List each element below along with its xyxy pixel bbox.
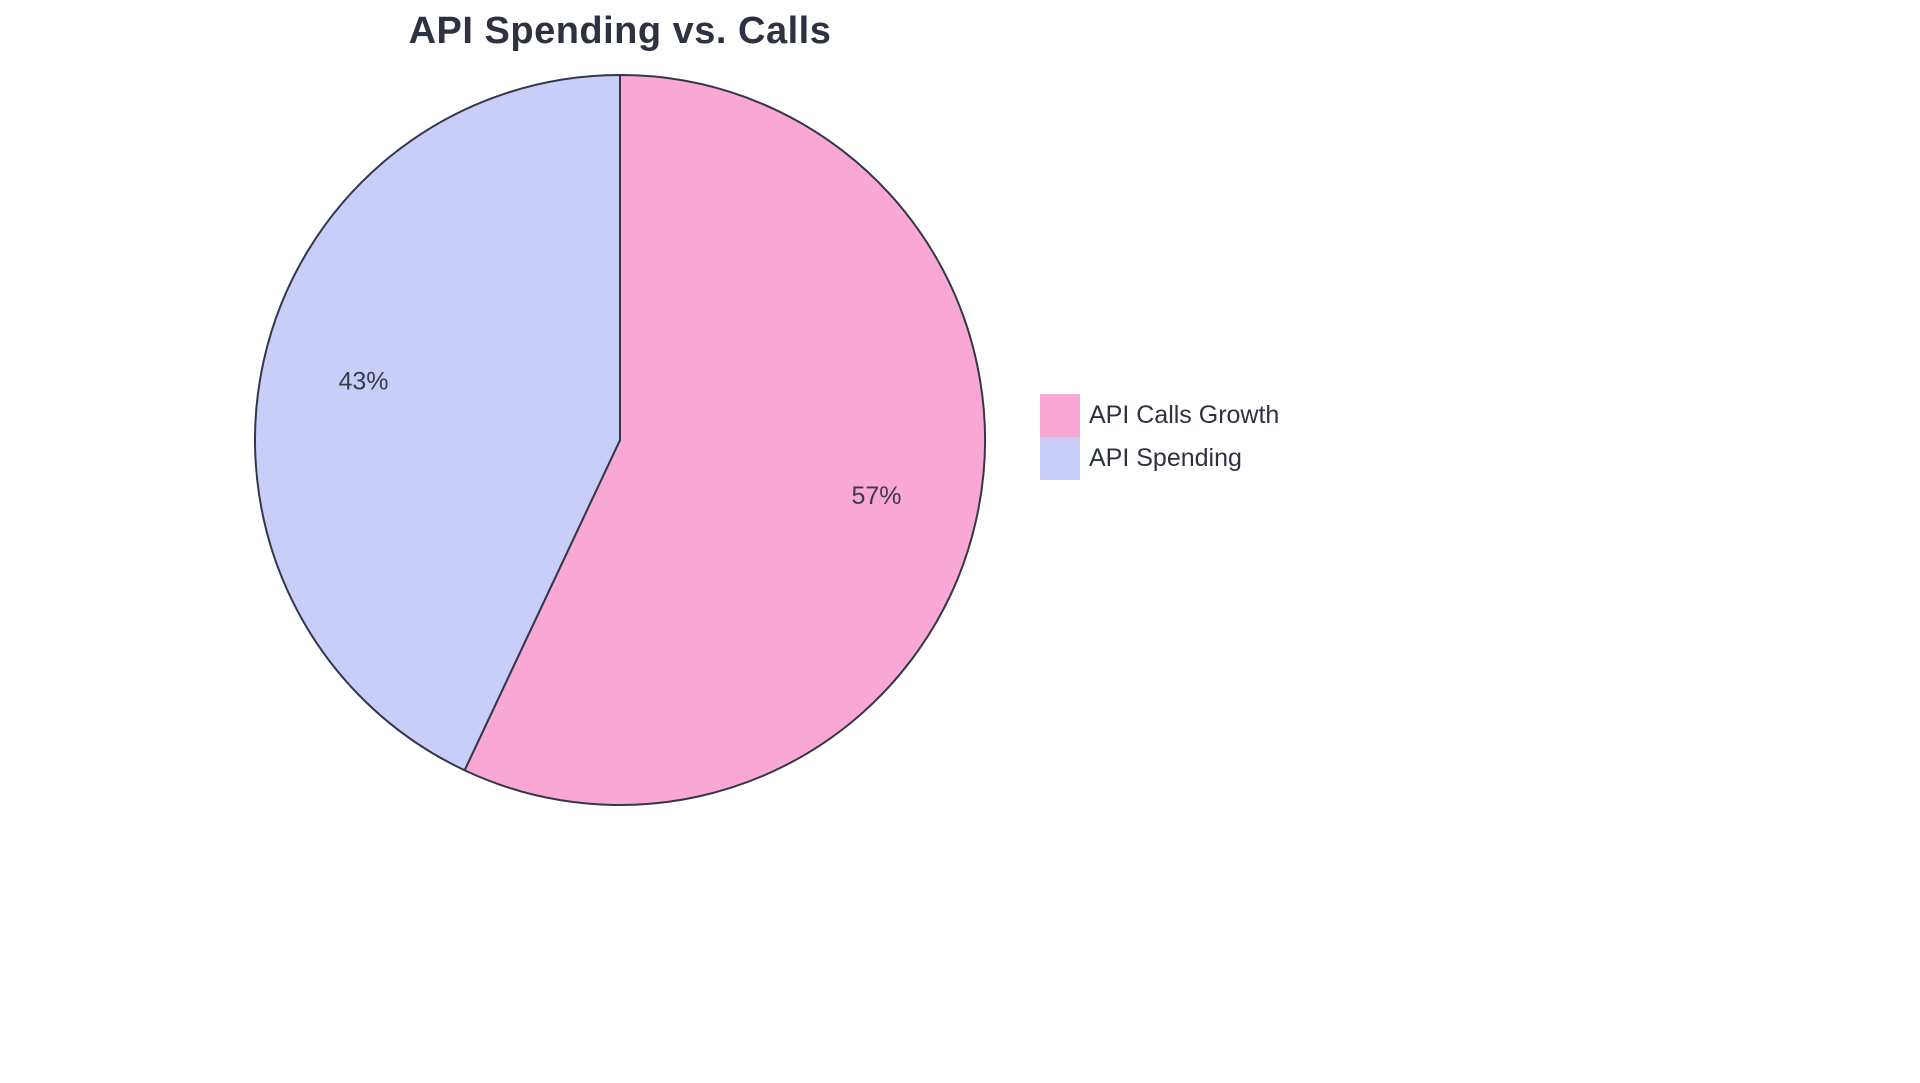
legend-swatch-api-calls-growth (1040, 394, 1080, 437)
legend-label-api-calls-growth: API Calls Growth (1089, 401, 1280, 429)
pie-chart-area: 57% 43% (250, 70, 990, 810)
pie-percent-label-api-spending: 43% (338, 367, 388, 395)
pie-slice-api-spending (254, 74, 621, 772)
legend-swatch-api-spending (1040, 437, 1080, 480)
legend-item-api-calls-growth: API Calls Growth (1040, 394, 1279, 437)
legend-label-api-spending: API Spending (1089, 444, 1242, 472)
pie-slice-api-calls-growth (463, 74, 986, 806)
legend-item-api-spending: API Spending (1040, 437, 1279, 480)
legend: API Calls Growth API Spending (1040, 394, 1279, 480)
pie-chart: 57% 43% (254, 74, 986, 806)
chart-title: API Spending vs. Calls (408, 10, 832, 52)
pie-percent-label-api-calls-growth: 57% (851, 482, 901, 510)
